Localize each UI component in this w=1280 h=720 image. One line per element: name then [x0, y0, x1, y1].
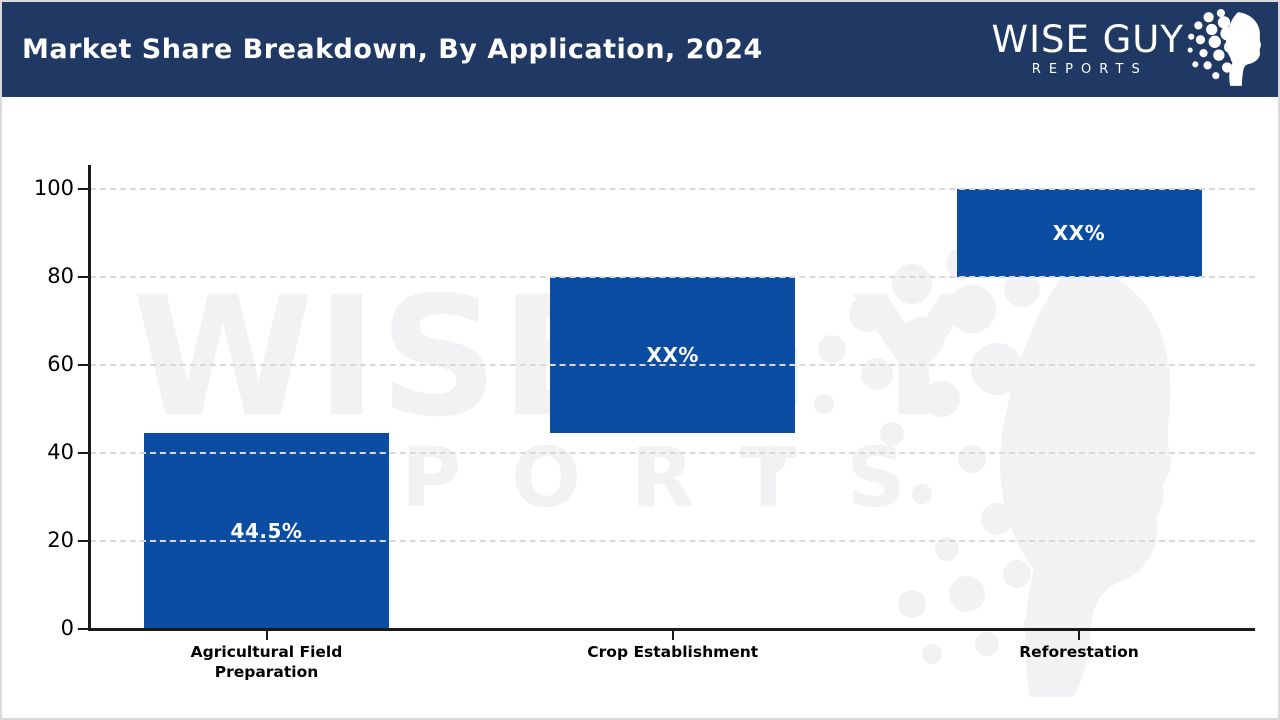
y-axis-tick: [78, 363, 89, 366]
x-axis-tick: [265, 631, 268, 640]
x-axis-tick: [671, 631, 674, 640]
y-axis-tick: [78, 539, 89, 542]
bar-value-label: 44.5%: [230, 518, 303, 543]
brand-subname: REPORTS: [1031, 61, 1148, 77]
bar-1: 44.5%: [144, 432, 389, 629]
y-axis-tick-label: 60: [47, 351, 74, 376]
x-axis: [88, 628, 1255, 631]
y-axis-tick: [78, 187, 89, 190]
y-axis: [88, 165, 91, 631]
y-axis-tick-label: 20: [47, 527, 74, 552]
bar-3: XX%: [956, 188, 1202, 277]
y-axis-tick: [78, 628, 89, 630]
bar-2: XX%: [550, 276, 796, 433]
y-axis-tick-label: 40: [47, 439, 74, 464]
bar-value-label: XX%: [646, 342, 699, 367]
category-label: Agricultural Field Preparation: [190, 643, 343, 682]
y-axis-tick: [78, 275, 89, 278]
category-label: Crop Establishment: [587, 643, 759, 661]
y-axis-tick-label: 100: [33, 175, 74, 200]
gridline: [90, 275, 1255, 278]
y-axis-tick: [78, 451, 89, 454]
gridline: [90, 187, 1255, 190]
bar-value-label: XX%: [1052, 220, 1106, 245]
gridline: [90, 539, 1255, 542]
category-label: Reforestation: [1019, 643, 1139, 661]
chart-title: Market Share Breakdown, By Application, …: [22, 34, 763, 65]
y-axis-tick-label: 0: [60, 616, 74, 640]
brand-name: WISE GUY: [991, 18, 1184, 62]
brand-logo-text: WISE GUY REPORTS: [991, 18, 1184, 77]
brand-logo: WISE GUY REPORTS: [992, 8, 1270, 90]
gridline: [90, 363, 1255, 366]
x-axis-tick: [1078, 631, 1080, 640]
brand-face-icon: [1187, 9, 1261, 86]
gridline: [90, 451, 1255, 454]
y-axis-tick-label: 80: [47, 263, 74, 288]
header-band: Market Share Breakdown, By Application, …: [2, 2, 1278, 97]
